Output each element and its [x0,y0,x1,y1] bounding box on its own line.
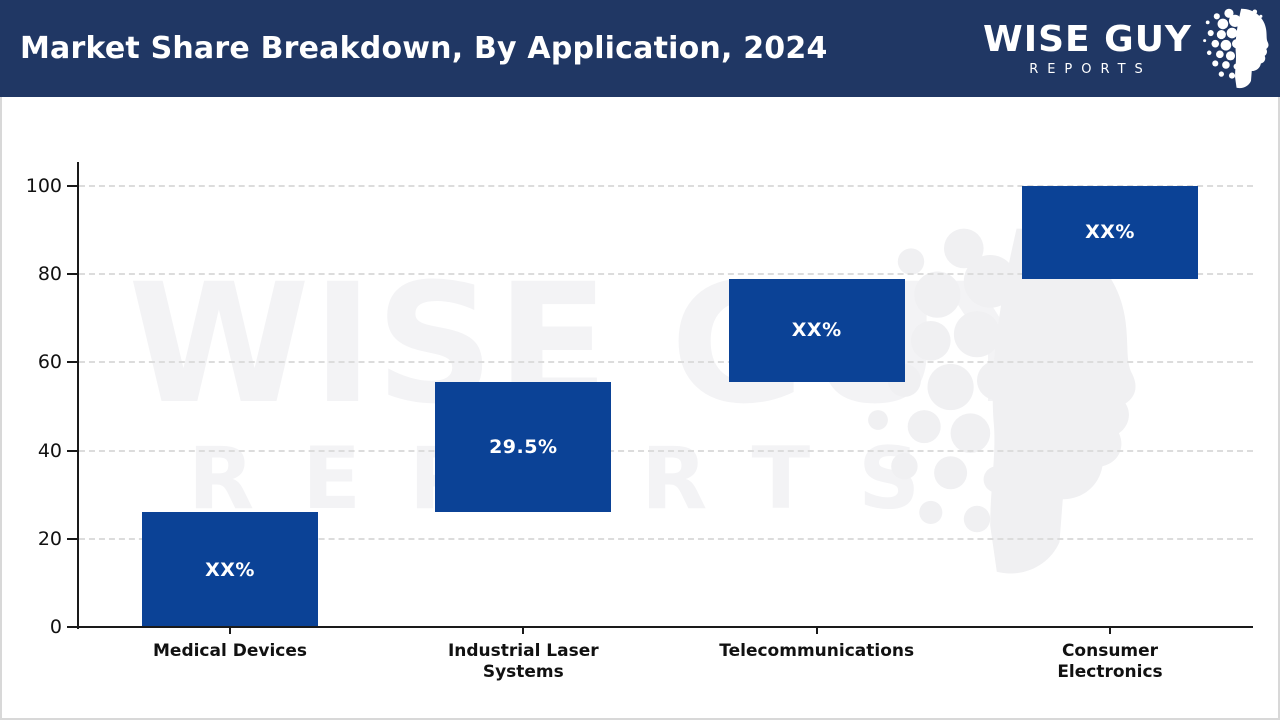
y-tick-20 [67,537,77,540]
y-tick-0 [67,626,77,628]
chart-title: Market Share Breakdown, By Application, … [20,31,828,66]
x-tick-consumer-electronics [1109,628,1111,634]
y-tick-label-80: 80 [37,263,62,286]
logo-subtext: REPORTS [1029,61,1152,77]
y-tick-label-0: 0 [49,616,62,638]
y-tick-label-100: 100 [25,175,62,197]
category-label-industrial-laser-systems: Industrial Laser Systems [447,641,599,682]
gridline-y-100 [79,185,1253,187]
category-label-consumer-electronics: Consumer Electronics [1057,641,1163,682]
bar-medical-devices: XX% [142,512,318,627]
bar-value-label-medical-devices: XX% [205,558,255,581]
gridline-y-60 [79,361,1253,364]
dotted-head-icon [1194,7,1270,91]
y-tick-80 [67,273,77,276]
gridline-y-40 [79,449,1253,452]
y-tick-100 [67,185,77,187]
bar-consumer-electronics: XX% [1022,186,1198,279]
bar-value-label-telecommunications: XX% [791,319,842,342]
y-tick-label-60: 60 [37,351,62,374]
y-tick-label-40: 40 [37,439,62,462]
gridline-y-20 [79,537,1253,540]
y-tick-60 [67,361,77,364]
x-tick-telecommunications [815,628,818,634]
header-banner: Market Share Breakdown, By Application, … [0,0,1280,97]
x-tick-medical-devices [229,628,231,634]
y-tick-40 [67,449,77,452]
category-label-telecommunications: Telecommunications [719,641,915,661]
y-axis-line [77,162,79,629]
x-tick-industrial-laser-systems [522,628,525,634]
logo-wordmark: WISE GUY [982,18,1192,60]
wise-guy-logo: WISE GUY REPORTS [983,0,1270,97]
logo-text: WISE GUY REPORTS [982,18,1192,77]
bar-value-label-industrial-laser-systems: 29.5% [489,436,558,459]
category-label-medical-devices: Medical Devices [152,641,308,661]
bar-value-label-consumer-electronics: XX% [1085,221,1135,244]
y-tick-label-20: 20 [37,527,62,550]
bar-telecommunications: XX% [728,278,905,383]
x-axis-line [77,626,1253,628]
gridline-y-80 [79,273,1253,276]
bar-industrial-laser-systems: 29.5% [435,382,612,513]
